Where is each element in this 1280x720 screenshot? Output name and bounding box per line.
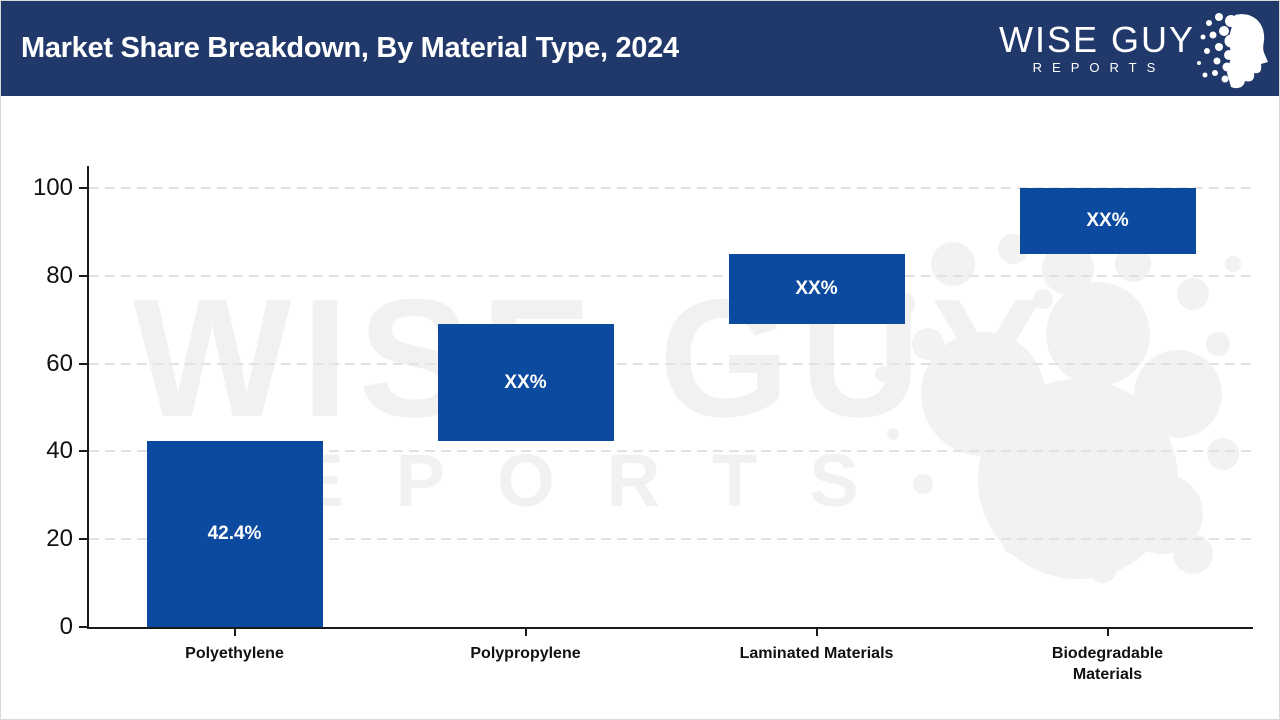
bar-value-label: XX%	[795, 278, 838, 300]
page-title: Market Share Breakdown, By Material Type…	[21, 32, 679, 64]
y-tick-100	[79, 186, 87, 189]
x-axis-category-label: Polyethylene	[185, 645, 284, 662]
x-tick	[524, 629, 527, 636]
gridline-60	[89, 362, 1253, 365]
logo-head-icon	[1197, 13, 1268, 89]
bar-value-label: XX%	[1086, 209, 1129, 231]
y-tick-label-40: 40	[46, 437, 73, 465]
x-tick	[233, 629, 236, 636]
bar-value-label: XX%	[504, 371, 547, 393]
bar-value-label: 42.4%	[207, 522, 262, 544]
y-tick-label-60: 60	[46, 349, 73, 377]
brand-subname: REPORTS	[1032, 60, 1166, 76]
x-axis-category-label: Polypropylene	[470, 645, 581, 662]
gridline-40	[89, 450, 1253, 453]
header-bar: Market Share Breakdown, By Material Type…	[1, 1, 1279, 96]
brand-name: WISE GUY	[998, 18, 1195, 60]
y-tick-60	[79, 362, 87, 365]
x-tick	[815, 629, 818, 636]
y-axis	[87, 166, 89, 629]
x-axis-category-label: Laminated Materials	[739, 645, 894, 662]
plot-area: 0 20 40 60 80 100 42.4% Polyethylene XX% Polyprop…	[33, 166, 1253, 683]
y-tick-0	[79, 626, 87, 628]
x-tick	[1106, 629, 1109, 636]
x-axis-category-label: Biodegradable Materials	[1051, 645, 1164, 683]
y-tick-label-100: 100	[32, 173, 73, 201]
y-tick-label-0: 0	[59, 613, 73, 640]
brand-logo-text: WISE GUY REPORTS	[998, 18, 1195, 76]
y-tick-20	[79, 538, 87, 541]
bar-segment: XX%	[728, 253, 905, 325]
gridline-20	[89, 538, 1253, 541]
gridline-80	[89, 274, 1253, 277]
chart-area: WISE GUY REPORTS 0 20 40 60 80 100 42.4% Polyet…	[1, 96, 1279, 719]
y-tick-80	[79, 274, 87, 277]
brand-logo: WISE GUY REPORTS	[999, 7, 1269, 89]
bar-segment: 42.4%	[146, 440, 323, 627]
bar-segment: XX%	[1019, 187, 1196, 254]
y-tick-label-80: 80	[46, 261, 73, 289]
x-axis	[87, 627, 1253, 629]
y-tick-40	[79, 450, 87, 453]
gridline-100	[89, 186, 1253, 189]
y-tick-label-20: 20	[46, 525, 73, 553]
bar-segment: XX%	[437, 324, 614, 441]
